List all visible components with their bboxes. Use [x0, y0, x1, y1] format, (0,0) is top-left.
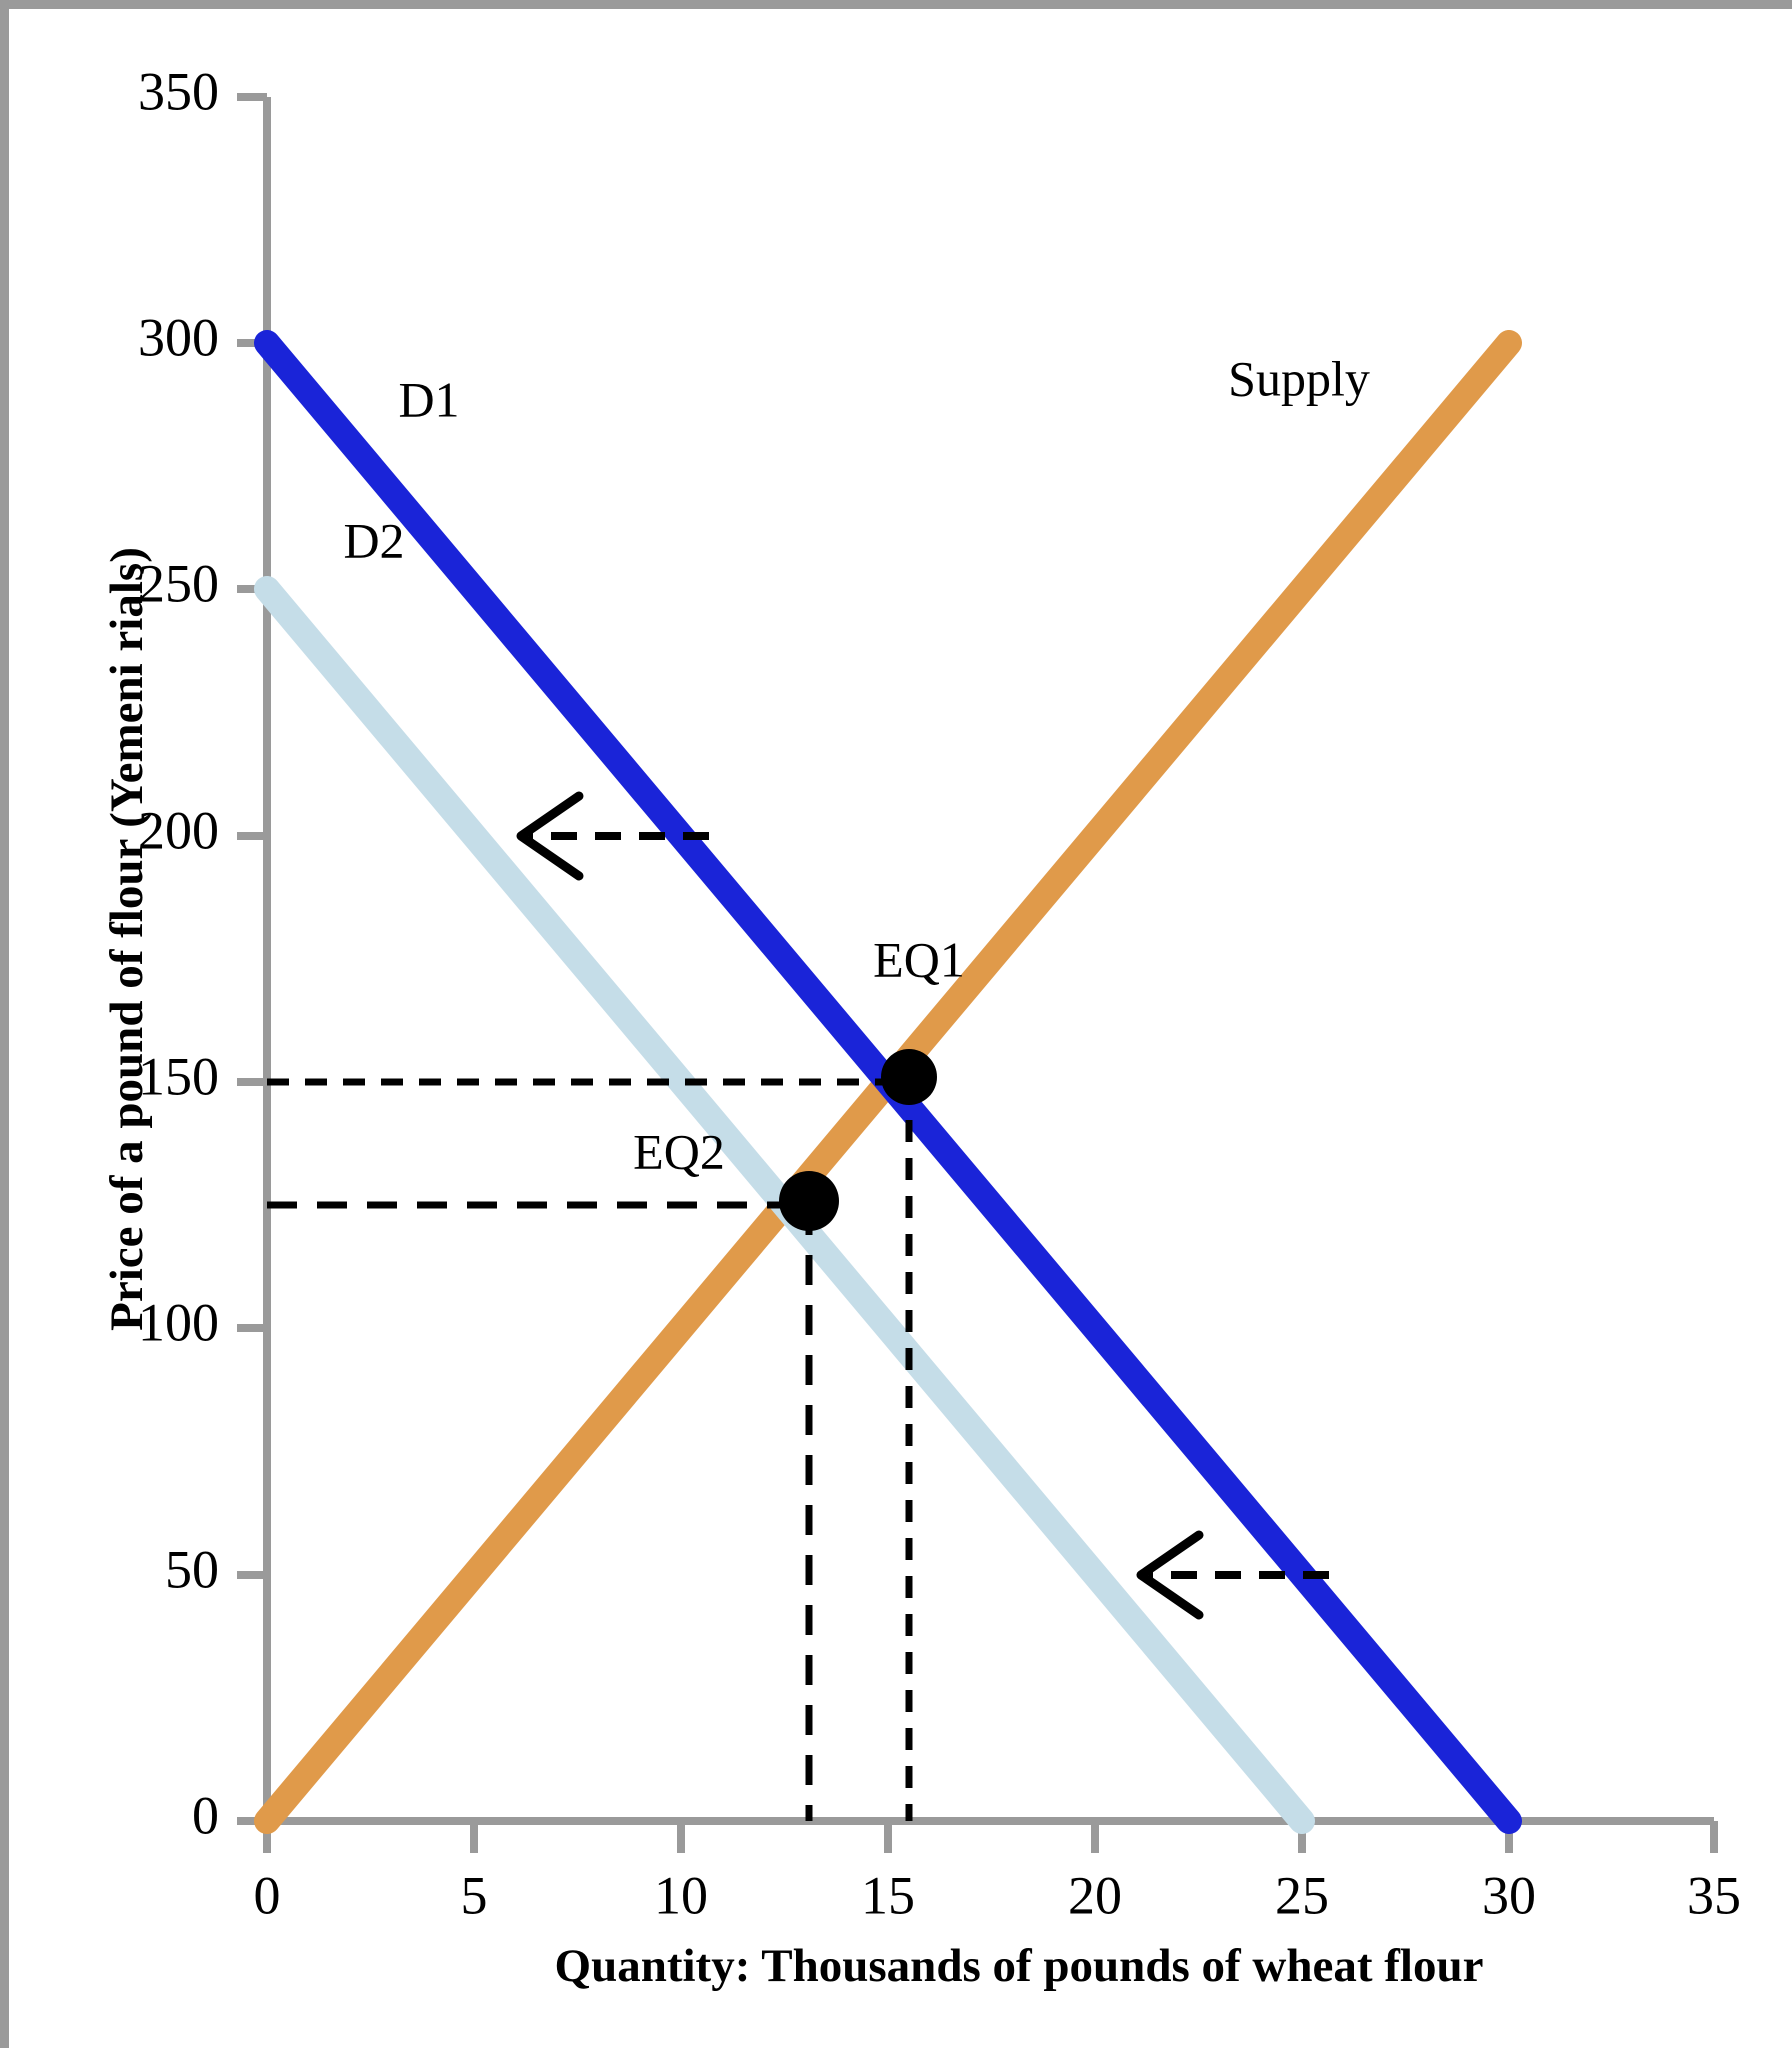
y-tick-300: 300: [138, 307, 219, 367]
x-tick-0: 0: [254, 1865, 281, 1925]
y-tick-350: 350: [138, 61, 219, 121]
x-tick-35: 35: [1687, 1865, 1741, 1925]
eq1-marker-dot[interactable]: [881, 1049, 937, 1105]
x-axis-title: Quantity: Thousands of pounds of wheat f…: [555, 1940, 1484, 1992]
chart-svg: 350 300 250 200 150 100 50 0 0 5 10 15 2…: [9, 9, 1792, 2057]
y-tick-0: 0: [192, 1785, 219, 1845]
eq2-marker-dot[interactable]: [779, 1171, 839, 1231]
arrow-left-icon: [1136, 1530, 1204, 1620]
y-tick-200: 200: [138, 800, 219, 860]
x-tick-15: 15: [861, 1865, 915, 1925]
shift-arrow-upper: [516, 791, 709, 881]
eq2-label: EQ2: [633, 1123, 725, 1179]
d1-label: D1: [398, 371, 459, 427]
x-tick-5: 5: [461, 1865, 488, 1925]
y-tick-250: 250: [138, 553, 219, 613]
supply-demand-chart: 350 300 250 200 150 100 50 0 0 5 10 15 2…: [9, 9, 1792, 2057]
y-axis-title: Price of a pound of flour (Yemeni rials): [101, 547, 153, 1331]
y-tick-150: 150: [138, 1046, 219, 1106]
x-tick-10: 10: [654, 1865, 708, 1925]
x-tick-30: 30: [1482, 1865, 1536, 1925]
d2-label: D2: [343, 512, 404, 568]
x-tick-20: 20: [1068, 1865, 1122, 1925]
x-axis-tick-labels: 0 5 10 15 20 25 30 35: [254, 1865, 1742, 1925]
eq1-label: EQ1: [873, 931, 965, 987]
x-tick-25: 25: [1275, 1865, 1329, 1925]
y-tick-50: 50: [165, 1539, 219, 1599]
arrow-left-icon: [516, 791, 584, 881]
y-tick-100: 100: [138, 1292, 219, 1352]
y-axis-tick-labels: 350 300 250 200 150 100 50 0: [138, 61, 219, 1845]
shift-arrow-lower: [1136, 1530, 1329, 1620]
plot-background: [9, 9, 1792, 2057]
supply-label: Supply: [1228, 350, 1370, 406]
